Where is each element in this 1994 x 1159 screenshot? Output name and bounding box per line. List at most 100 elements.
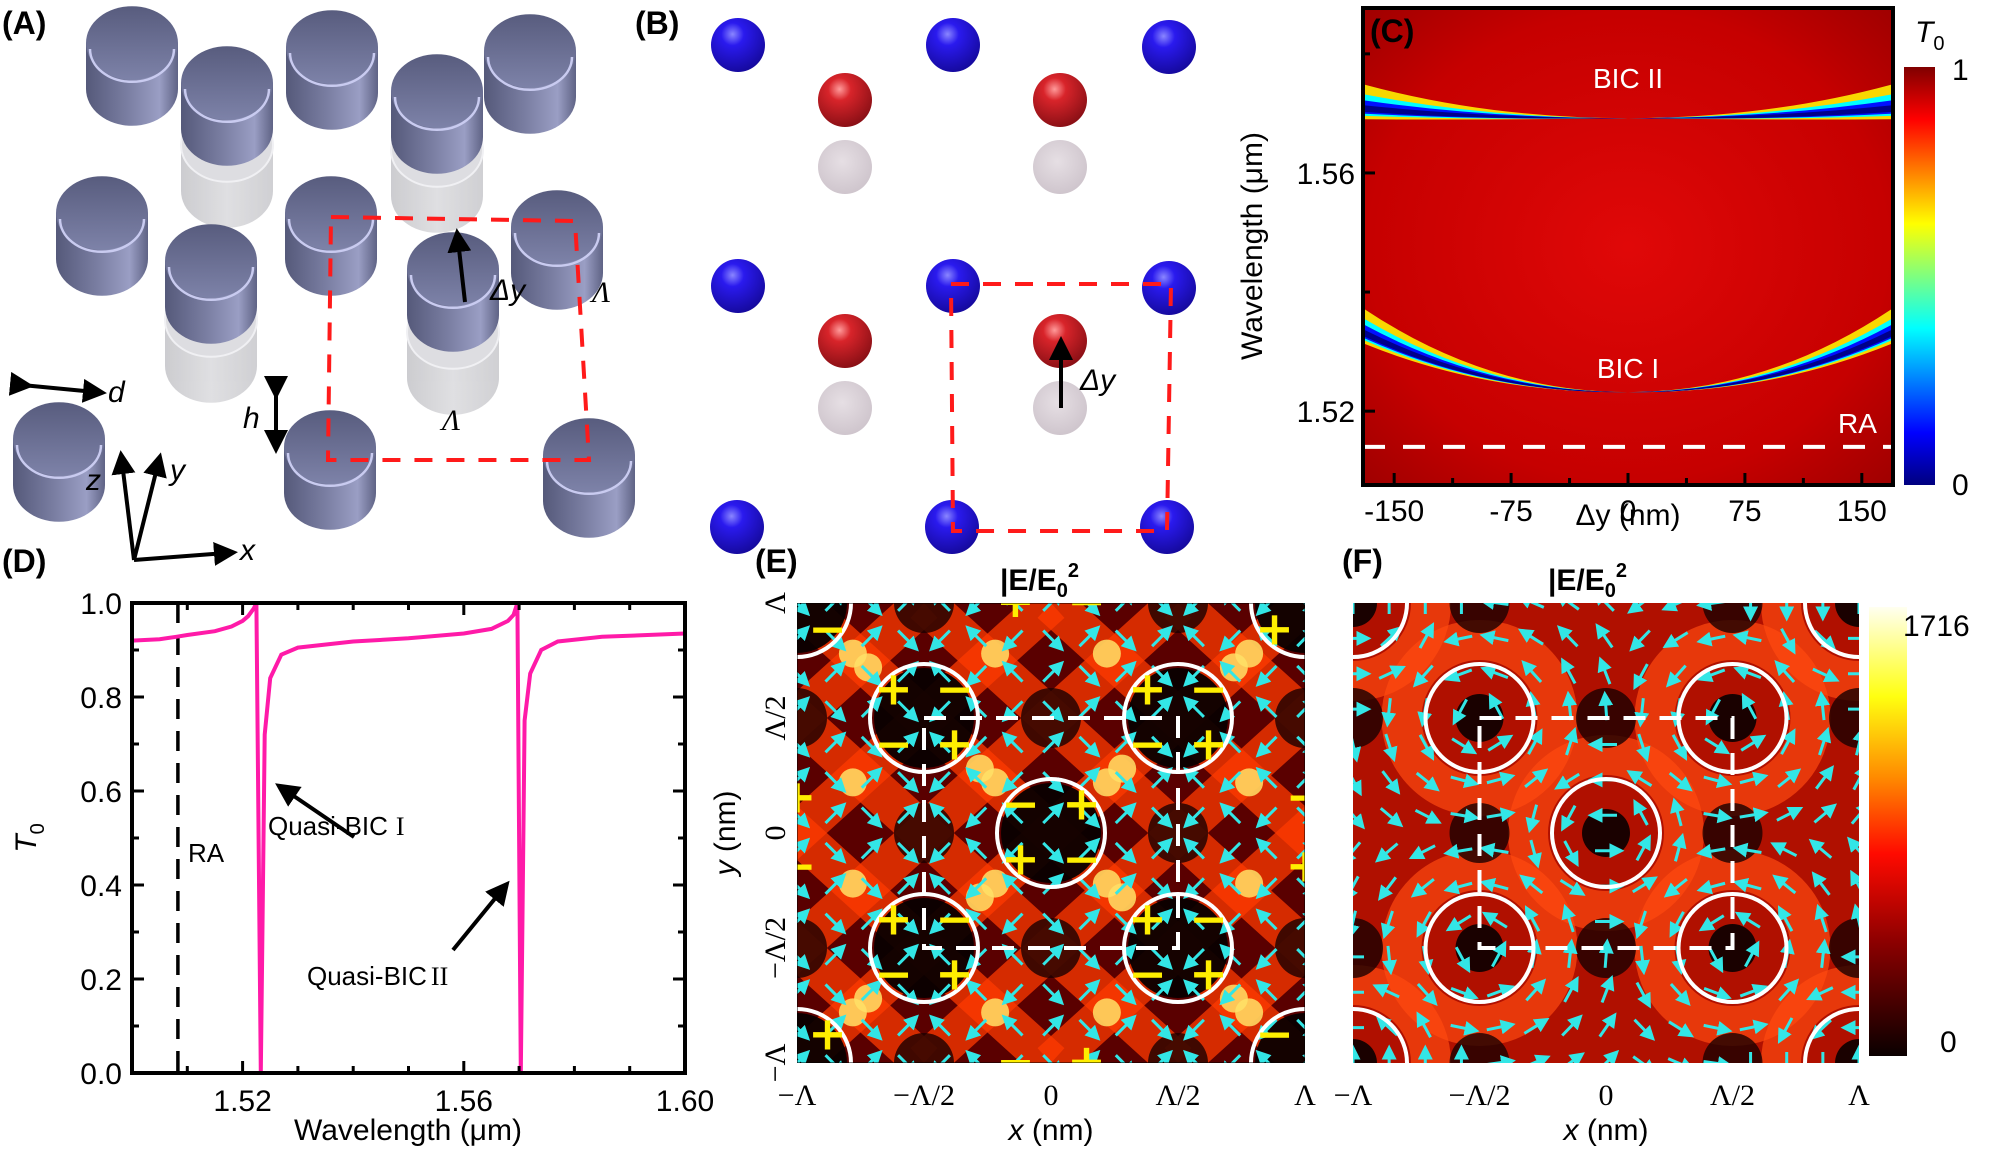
- field-arrow: [1001, 841, 1024, 864]
- cylinder: [286, 10, 378, 130]
- field-arrow: [1740, 734, 1767, 752]
- field-arrow: [1375, 842, 1399, 863]
- field-arrow: [1669, 911, 1685, 938]
- field-arrow: [1517, 628, 1544, 646]
- ghost-sphere: [818, 140, 872, 194]
- field-arrow: [1255, 696, 1278, 718]
- cylinder: [13, 402, 105, 522]
- colorbar-max-f: 1716: [1903, 610, 1970, 643]
- panel-label-d: (D): [2, 543, 46, 579]
- x-axis-var-e: x: [1007, 1114, 1025, 1147]
- field-arrow: [897, 912, 919, 935]
- cylinder-top: [391, 54, 483, 128]
- field-arrow: [1114, 1014, 1137, 1037]
- y-axis-title-sub: 0: [27, 823, 49, 834]
- field-arrow: [965, 1049, 982, 1063]
- field-arrow: [860, 625, 883, 648]
- field-arrow: [1296, 696, 1305, 718]
- field-arrow: [1379, 807, 1404, 828]
- particle-outline: [1122, 892, 1234, 1004]
- field-arrow: [1183, 908, 1205, 931]
- field-arrow: [1668, 1020, 1695, 1038]
- annotation-qbic-i: Quasi-BIC I: [268, 811, 405, 841]
- field-arrow: [866, 603, 883, 617]
- field-arrow: [797, 812, 811, 829]
- field-arrow: [1296, 766, 1305, 789]
- field-arrow: [1151, 766, 1173, 789]
- x-tick-label-e: −Λ/2: [893, 1079, 955, 1112]
- field-arrow: [860, 1018, 883, 1041]
- charge-minus: −: [1067, 574, 1106, 628]
- field-arrow: [1114, 802, 1137, 825]
- field-arrow: [1114, 660, 1137, 683]
- field-arrow: [1255, 603, 1272, 617]
- field-arrow: [1255, 735, 1278, 758]
- band-bic-i-right: [1628, 330, 1891, 393]
- cylinder-top: [407, 232, 499, 306]
- field-arrow: [1479, 842, 1509, 858]
- field-arrow: [1078, 908, 1101, 931]
- field-arrow: [1703, 1020, 1733, 1036]
- field-arrow: [1078, 664, 1101, 687]
- x-axis-unit-e: (nm): [1024, 1114, 1094, 1147]
- charge-minus: −: [1128, 717, 1167, 771]
- cylinder-rim-highlight: [58, 218, 146, 253]
- field-arrow: [824, 1014, 847, 1037]
- cylinder-rim-highlight: [545, 460, 633, 495]
- axis-ticks-d: 0.0 0.2 0.4 0.6 0.8 1.0 1.52 1.56 1.60: [80, 588, 714, 1118]
- field-arrow: [797, 766, 811, 783]
- field-arrow: [1042, 841, 1065, 864]
- field-arrow: [1814, 903, 1829, 933]
- field-arrow: [1114, 603, 1137, 612]
- annotation-arrow-qbic-ii: [451, 880, 510, 952]
- field-arrow: [1696, 631, 1726, 647]
- cylinder: [511, 190, 603, 310]
- field-arrow: [1734, 911, 1761, 929]
- field-arrow: [1183, 766, 1205, 789]
- field-arrow: [866, 1049, 883, 1063]
- field-arrow: [1416, 1011, 1432, 1039]
- cylinder: [391, 54, 483, 174]
- field-arrow: [1696, 843, 1726, 859]
- panel-label-e: (E): [755, 543, 798, 579]
- field-arrow: [1151, 625, 1173, 648]
- field-arrow: [1183, 948, 1205, 970]
- field-arrow: [1353, 841, 1362, 865]
- cylinder: [165, 224, 257, 344]
- field-arrow: [824, 603, 847, 612]
- field-arrow: [860, 806, 883, 829]
- charge-plus: +: [1067, 1034, 1106, 1088]
- field-arrow: [1183, 603, 1199, 617]
- cylinder-rim-highlight: [287, 218, 375, 253]
- field-arrow: [797, 908, 811, 925]
- y-tick-label-e: Λ/2: [759, 695, 792, 740]
- dark-node: [1829, 688, 1859, 748]
- charge-plus: +: [1189, 717, 1228, 771]
- field-arrow: [1001, 700, 1024, 723]
- cylinder-array: [13, 6, 635, 538]
- field-arrow: [1001, 1014, 1024, 1037]
- field-arrow: [824, 872, 847, 895]
- field-arrow: [1525, 804, 1541, 834]
- x-tick-label-e: −Λ: [778, 1079, 817, 1112]
- unit-cell-outline: [922, 716, 1180, 950]
- field-arrow: [1001, 912, 1024, 935]
- field-arrow: [1001, 731, 1024, 754]
- x-tick-label-d: 1.60: [656, 1085, 714, 1118]
- x-tick-label-c: -75: [1489, 495, 1532, 528]
- field-arrow: [1114, 629, 1137, 652]
- field-arrow: [1812, 667, 1840, 683]
- field-arrow: [1001, 872, 1024, 895]
- band-bic-ii-left: [1365, 105, 1628, 119]
- field-arrow: [1454, 946, 1471, 974]
- field-arrow: [1353, 875, 1360, 903]
- field-arrow: [897, 983, 919, 1006]
- field-arrow: [1739, 771, 1769, 787]
- cylinder: [56, 176, 148, 296]
- particle-outline: [1676, 892, 1789, 1004]
- x-tick-label-f: 0: [1599, 1079, 1614, 1112]
- field-arrow: [1084, 603, 1101, 617]
- cylinder-rim-highlight: [15, 444, 103, 479]
- field-arrow: [1847, 836, 1859, 854]
- field-arrow: [1636, 733, 1651, 763]
